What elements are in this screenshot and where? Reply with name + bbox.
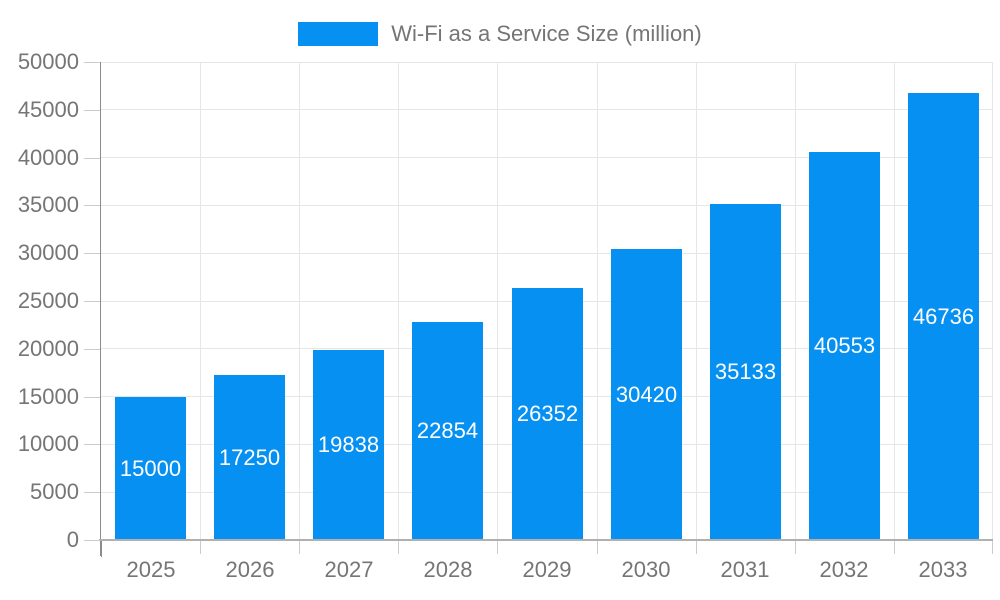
y-axis-label: 35000	[17, 192, 79, 218]
gridline-y-40000	[101, 157, 993, 159]
x-axis-label-2030: 2030	[621, 557, 671, 582]
y-axis-label: 10000	[17, 431, 79, 457]
x-tick-9	[992, 541, 993, 554]
x-tick-0	[101, 541, 102, 557]
y-tick-45000	[84, 109, 100, 111]
bar-value-2031: 35133	[714, 359, 777, 384]
y-tick-10000	[84, 444, 100, 446]
gridline-x-7	[795, 62, 796, 540]
legend-swatch	[298, 22, 379, 46]
bar-value-2025: 15000	[119, 456, 182, 481]
x-tick-4	[497, 541, 498, 554]
bar-2025	[115, 397, 186, 540]
y-axis-label: 20000	[17, 335, 79, 361]
y-tick-40000	[84, 157, 100, 159]
bar-2026	[214, 375, 285, 540]
y-axis-label: 0	[66, 527, 79, 552]
x-tick-7	[795, 541, 796, 554]
bar-value-2030: 30420	[615, 382, 678, 407]
x-axis-label-2029: 2029	[522, 557, 572, 582]
x-axis-label-2027: 2027	[324, 557, 374, 582]
y-tick-25000	[84, 301, 100, 302]
x-axis-label-2033: 2033	[918, 557, 968, 582]
y-tick-50000	[84, 62, 100, 63]
gridline-x-5	[597, 62, 598, 540]
legend: Wi-Fi as a Service Size (million)	[0, 20, 1000, 48]
y-axis-label: 45000	[17, 96, 79, 122]
y-axis-line	[100, 62, 101, 556]
gridline-x-4	[497, 62, 498, 540]
gridline-x-9	[992, 62, 993, 540]
x-tick-2	[299, 541, 300, 554]
gridline-x-6	[696, 62, 697, 540]
gridline-y-30000	[101, 252, 993, 254]
x-axis-label-2032: 2032	[819, 557, 869, 582]
y-tick-5000	[84, 492, 100, 494]
gridline-x-2	[299, 62, 300, 540]
x-axis-label-2028: 2028	[423, 557, 473, 582]
bar-2029	[512, 288, 583, 540]
y-tick-15000	[84, 396, 100, 398]
bar-value-2033: 46736	[912, 304, 975, 329]
y-axis-label: 40000	[17, 144, 79, 170]
bar-2031	[710, 204, 781, 540]
y-axis-label: 15000	[17, 383, 79, 409]
bar-2032	[809, 152, 880, 540]
bar-2030	[611, 249, 682, 540]
gridline-y-35000	[101, 204, 993, 206]
x-axis-label-2031: 2031	[720, 557, 770, 582]
bar-2033	[908, 93, 979, 540]
gridline-x-3	[398, 62, 399, 540]
y-tick-30000	[84, 253, 100, 255]
gridline-x-8	[894, 62, 895, 540]
x-axis-label-2025: 2025	[126, 557, 176, 582]
bar-value-2027: 19838	[317, 432, 380, 457]
bar-2028	[412, 322, 483, 540]
y-tick-20000	[84, 348, 100, 350]
y-tick-35000	[84, 205, 100, 207]
x-axis-baseline	[99, 539, 993, 541]
y-axis-label: 25000	[17, 288, 79, 313]
gridline-y-50000	[101, 61, 993, 63]
gridline-y-45000	[101, 109, 993, 111]
bar-value-2029: 26352	[516, 401, 579, 426]
y-axis-label: 5000	[30, 479, 79, 505]
y-axis-label: 30000	[17, 240, 79, 266]
x-tick-8	[894, 541, 895, 554]
bar-value-2028: 22854	[416, 418, 479, 443]
x-tick-3	[398, 541, 399, 554]
bar-2027	[313, 350, 384, 540]
legend-label: Wi-Fi as a Service Size (million)	[391, 21, 702, 46]
gridline-x-1	[200, 62, 201, 540]
bar-value-2026: 17250	[218, 445, 281, 470]
x-axis-label-2026: 2026	[225, 557, 275, 582]
plot-area: 15000 17250 19838 22854 26352 30420 35133 40553…	[101, 61, 993, 540]
y-axis-label: 50000	[17, 49, 79, 74]
bar-value-2032: 40553	[813, 333, 876, 358]
x-tick-6	[696, 541, 697, 554]
x-tick-1	[200, 541, 201, 554]
y-tick-0	[84, 540, 100, 541]
x-tick-5	[597, 541, 598, 554]
